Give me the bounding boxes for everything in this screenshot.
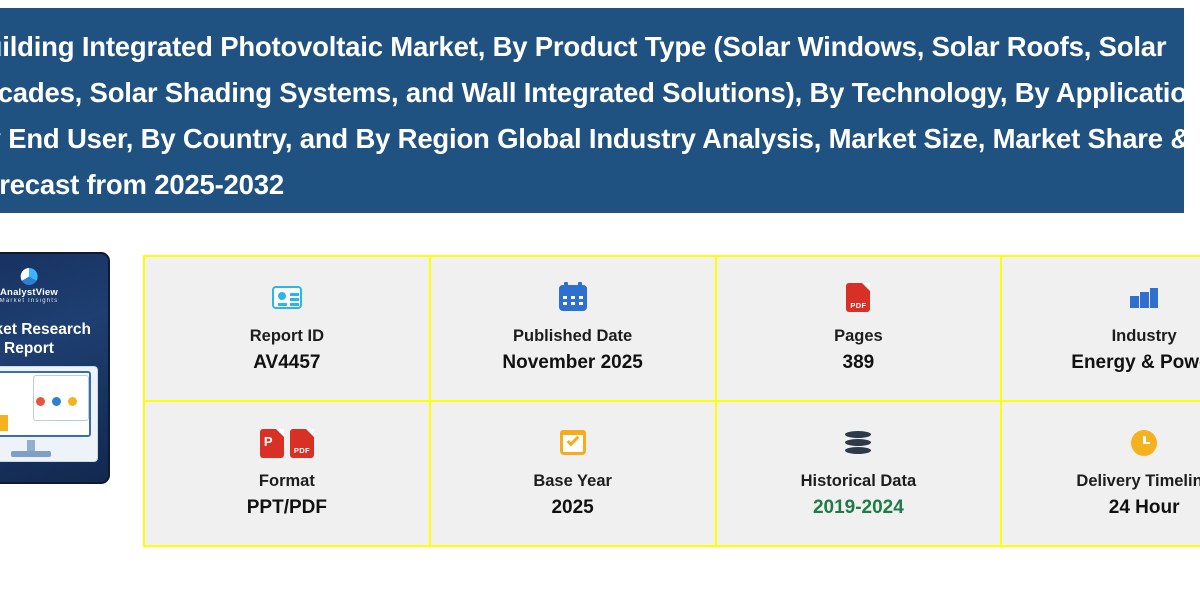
id-card-icon bbox=[151, 281, 423, 315]
meta-cell-report-id: Report ID AV4457 bbox=[143, 255, 431, 402]
database-icon bbox=[723, 426, 995, 460]
table-row: Report ID AV4457 Published Date November… bbox=[143, 255, 1200, 402]
cover-brand-name: AnalystView bbox=[0, 287, 58, 298]
base-year-calendar-icon bbox=[437, 426, 709, 460]
legend-dot bbox=[68, 397, 77, 406]
meta-cell-delivery-timeline: Delivery Timeline 24 Hour bbox=[1000, 400, 1200, 547]
meta-value: Energy & Power bbox=[1071, 352, 1200, 373]
report-cover-thumbnail[interactable]: AnalystView Market Insights Market Resea… bbox=[0, 252, 110, 484]
legend-dot bbox=[52, 397, 61, 406]
cover-heading: Market Research Report bbox=[0, 321, 92, 357]
meta-label: Base Year bbox=[533, 472, 612, 490]
meta-cell-format: P PDF Format PPT/PDF bbox=[143, 400, 431, 547]
meta-label: Industry bbox=[1111, 327, 1177, 345]
meta-value: 24 Hour bbox=[1108, 497, 1180, 518]
meta-label: Published Date bbox=[513, 327, 633, 345]
meta-cell-historical-data: Historical Data 2019-2024 bbox=[714, 400, 1003, 547]
meta-label: Historical Data bbox=[800, 472, 917, 490]
meta-label: Report ID bbox=[249, 327, 324, 345]
meta-cell-published-date: Published Date November 2025 bbox=[428, 255, 717, 402]
monitor-stand bbox=[11, 451, 51, 457]
report-meta-table: Report ID AV4457 Published Date November… bbox=[143, 255, 1200, 547]
factory-icon bbox=[1008, 281, 1200, 315]
header-banner: Building Integrated Photovoltaic Market,… bbox=[0, 8, 1184, 213]
analystview-logo-icon bbox=[20, 268, 38, 285]
meta-label: Delivery Timeline bbox=[1076, 472, 1200, 490]
page-title: Building Integrated Photovoltaic Market,… bbox=[0, 31, 1184, 200]
meta-value: AV4457 bbox=[253, 352, 321, 373]
meta-cell-base-year: Base Year 2025 bbox=[428, 400, 717, 547]
cover-logo: AnalystView Market Insights bbox=[0, 268, 58, 304]
meta-cell-pages: PDF Pages 389 bbox=[714, 255, 1003, 402]
meta-value: 2025 bbox=[551, 497, 594, 518]
ppt-pdf-files-icon: P PDF bbox=[151, 426, 423, 460]
legend-dot bbox=[36, 397, 45, 406]
table-row: P PDF Format PPT/PDF Base Year 2025 bbox=[143, 400, 1200, 547]
cover-illustration bbox=[0, 366, 98, 462]
meta-value: 2019-2024 bbox=[812, 497, 904, 518]
meta-value: 389 bbox=[842, 352, 875, 373]
monitor-neck bbox=[27, 440, 35, 452]
meta-value: PPT/PDF bbox=[246, 497, 327, 518]
meta-cell-industry: Industry Energy & Power bbox=[1000, 255, 1200, 402]
clock-icon bbox=[1008, 426, 1200, 460]
meta-label: Pages bbox=[834, 327, 883, 345]
calendar-icon bbox=[437, 281, 709, 315]
meta-label: Format bbox=[258, 472, 315, 490]
cover-brand-tagline: Market Insights bbox=[0, 298, 59, 304]
pdf-file-icon: PDF bbox=[723, 281, 995, 315]
chart-bar bbox=[0, 415, 8, 431]
meta-value: November 2025 bbox=[502, 352, 643, 373]
